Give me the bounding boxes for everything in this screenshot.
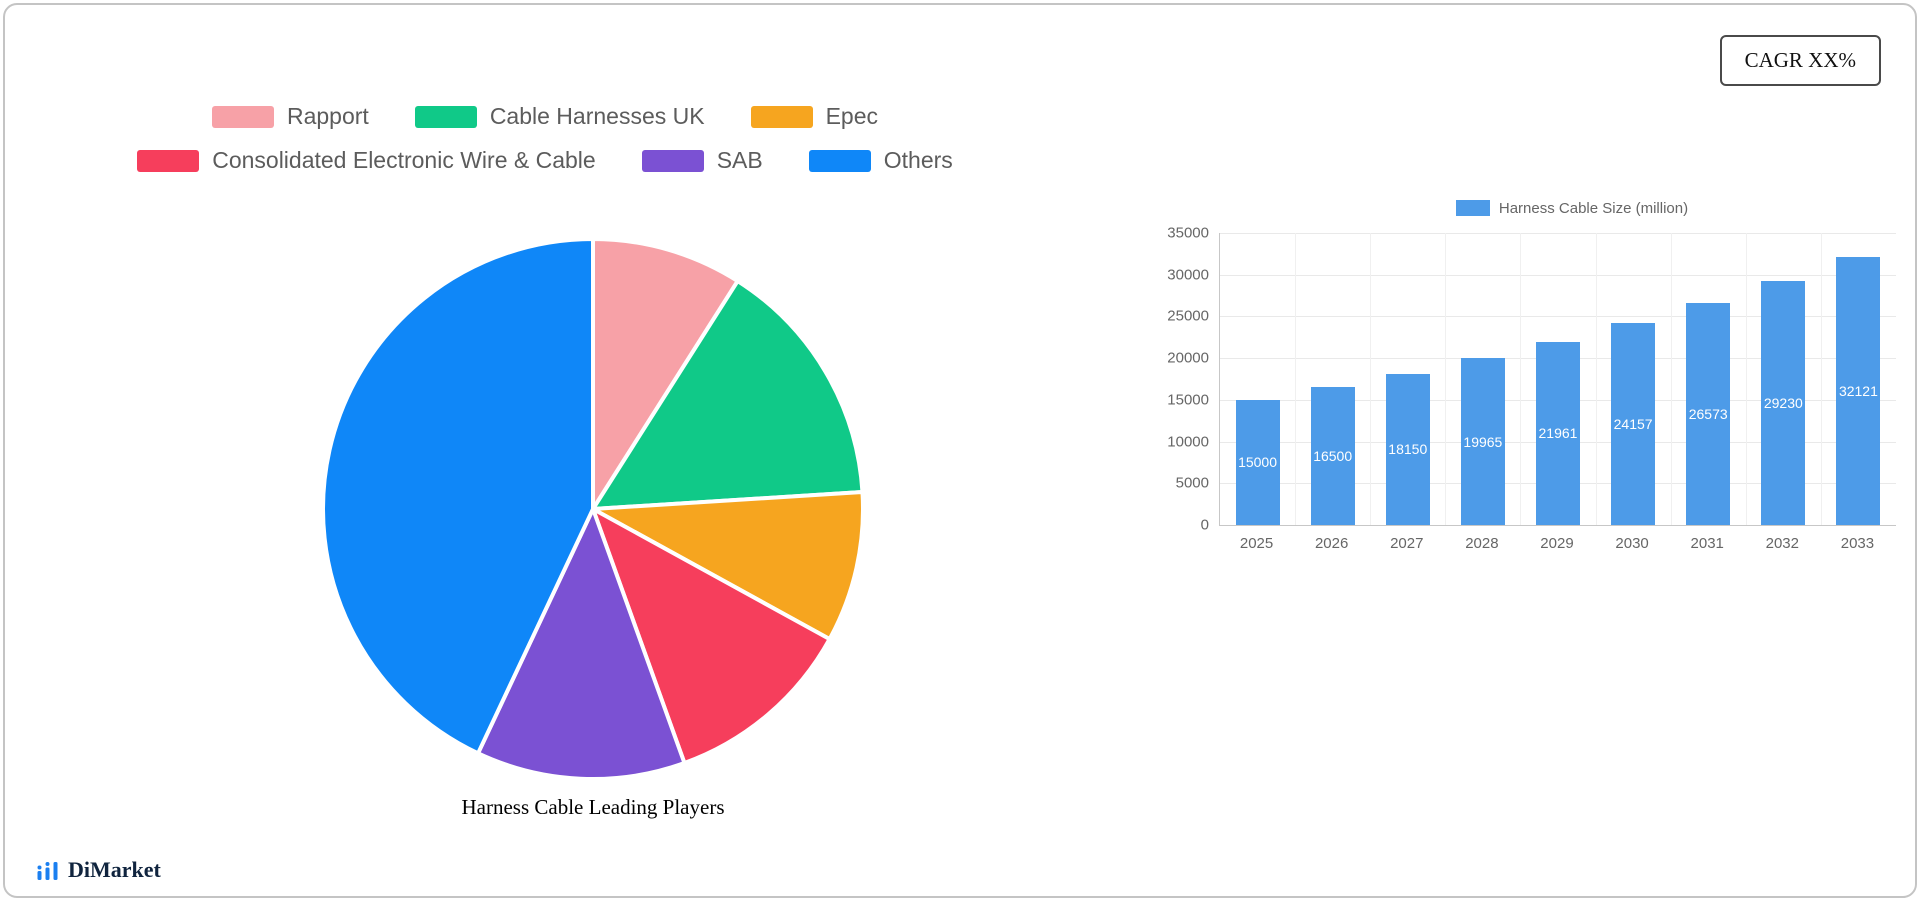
bar-2029: 21961 (1535, 341, 1580, 525)
pie-slice-sab (476, 507, 687, 781)
x-tick-label-2033: 2033 (1840, 535, 1875, 552)
x-tick-label-2032: 2032 (1765, 535, 1799, 552)
y-tick-label-5000: 5000 (1175, 474, 1209, 492)
bar-column-2030: 24157 (1596, 323, 1671, 525)
legend-item-cable-harnesses-uk: Cable Harnesses UK (414, 103, 705, 130)
bar-column-2028: 19965 (1445, 358, 1520, 525)
legend-item-sab: SAB (641, 147, 763, 174)
y-tick-label-20000: 20000 (1167, 349, 1209, 367)
gridline-vertical (1520, 233, 1522, 525)
pie-chart-title: Harness Cable Leading Players (461, 795, 725, 819)
gridline-horizontal (1220, 316, 1896, 318)
legend-swatch-consolidated (137, 149, 200, 172)
bar-legend-label: Harness Cable Size (million) (1498, 199, 1689, 217)
y-tick-label-10000: 10000 (1167, 433, 1209, 451)
legend-label-others: Others (883, 147, 953, 173)
bar-value-label-2030: 24157 (1613, 416, 1653, 433)
pie-chart (321, 237, 865, 781)
gridline-vertical (1295, 233, 1297, 525)
gridline-vertical (1745, 233, 1747, 525)
report-card: CAGR XX% Rapport Cable Harnesses UK Epec… (3, 3, 1917, 898)
bar-chart-container: Harness Cable Size (million) 0 5000 10000 1… (1155, 197, 1920, 552)
gridline-vertical (1670, 233, 1672, 525)
legend-item-others: Others (808, 147, 953, 174)
bar-series: 15000 16500 18150 19965 21961 24157 26573 29230… (1220, 233, 1896, 525)
dimarket-logo: DiMarket (35, 857, 161, 883)
bar-value-label-2028: 19965 (1463, 433, 1503, 450)
legend-label-sab: SAB (716, 147, 763, 173)
x-tick-label-2030: 2030 (1615, 535, 1649, 552)
pie-legend-row-1: Rapport Cable Harnesses UK Epec (211, 103, 879, 130)
dimarket-logo-icon (37, 862, 58, 880)
bar-column-2027: 18150 (1370, 373, 1445, 525)
pie-slice-epec (591, 490, 865, 642)
x-tick-label-2025: 2025 (1239, 535, 1274, 552)
bar-column-2025: 15000 (1220, 399, 1295, 525)
legend-label-rapport: Rapport (286, 103, 369, 129)
bar-column-2033: 32121 (1821, 257, 1896, 525)
y-tick-label-30000: 30000 (1167, 266, 1209, 284)
gridline-vertical (1370, 233, 1372, 525)
pie-slice-cable-harnesses-uk (591, 279, 865, 511)
x-tick-label-2026: 2026 (1314, 535, 1349, 552)
pie-slice-consolidated-electronic-wire-cable (591, 507, 832, 766)
cagr-badge: CAGR XX% (1719, 35, 1881, 86)
bar-2033: 32121 (1836, 257, 1881, 525)
bar-2028: 19965 (1460, 358, 1505, 525)
x-tick-label-2031: 2031 (1690, 535, 1724, 552)
legend-item-rapport: Rapport (211, 103, 369, 130)
bar-2026: 16500 (1310, 387, 1355, 525)
gridline-horizontal (1220, 274, 1896, 276)
bar-column-2032: 29230 (1746, 281, 1821, 525)
gridline-vertical (1445, 233, 1447, 525)
gridline-vertical (1820, 233, 1822, 525)
pie-legend-row-2: Consolidated Electronic Wire & Cable SAB… (137, 147, 953, 174)
legend-label-epec: Epec (825, 103, 879, 129)
bar-plot: 15000 16500 18150 19965 21961 24157 26573 29230… (1219, 233, 1896, 526)
y-tick-label-0: 0 (1200, 516, 1209, 534)
bar-legend-swatch (1455, 200, 1490, 216)
legend-swatch-others (808, 149, 871, 172)
legend-label-consolidated: Consolidated Electronic Wire & Cable (212, 147, 596, 173)
bar-chart-legend: Harness Cable Size (million) (1219, 197, 1920, 219)
bar-2031: 26573 (1686, 303, 1731, 525)
y-tick-label-35000: 35000 (1167, 224, 1209, 242)
bar-value-label-2027: 18150 (1388, 441, 1428, 458)
legend-swatch-epec (750, 105, 813, 128)
bar-2025: 15000 (1235, 399, 1280, 525)
legend-swatch-rapport (211, 105, 274, 128)
gridline-horizontal (1220, 233, 1896, 234)
x-tick-label-2027: 2027 (1390, 535, 1424, 552)
legend-label-cable-harnesses-uk: Cable Harnesses UK (489, 103, 705, 129)
dimarket-logo-text: DiMarket (68, 857, 161, 882)
legend-swatch-sab (641, 149, 704, 172)
pie-slice-others (321, 237, 595, 756)
bar-column-2029: 21961 (1520, 341, 1595, 525)
bar-value-label-2026: 16500 (1313, 448, 1353, 465)
bar-2032: 29230 (1761, 281, 1806, 525)
pie-chart-container (313, 229, 873, 789)
bar-value-label-2029: 21961 (1538, 425, 1578, 442)
gridline-vertical (1595, 233, 1597, 525)
bar-chart-x-axis: 2025 2026 2027 2028 2029 2030 2031 2032 2033 (1219, 526, 1895, 552)
pie-legend: Rapport Cable Harnesses UK Epec Consolid… (5, 103, 1085, 174)
bar-2030: 24157 (1611, 323, 1656, 525)
bar-value-label-2025: 15000 (1238, 454, 1278, 471)
x-tick-label-2028: 2028 (1465, 535, 1499, 552)
y-tick-label-25000: 25000 (1167, 307, 1209, 325)
bar-value-label-2032: 29230 (1763, 395, 1803, 412)
legend-swatch-cable-harnesses-uk (414, 105, 477, 128)
bar-value-label-2031: 26573 (1688, 406, 1728, 423)
bar-value-label-2033: 32121 (1838, 383, 1878, 400)
bar-column-2031: 26573 (1671, 303, 1746, 525)
bar-chart-y-axis: 0 5000 10000 15000 20000 25000 30000 35000 (1155, 225, 1219, 534)
legend-item-epec: Epec (750, 103, 879, 130)
bar-chart-plot-area: 0 5000 10000 15000 20000 25000 30000 35000 1500… (1155, 225, 1920, 534)
bar-2027: 18150 (1385, 373, 1430, 525)
pie-slice-rapport (591, 237, 740, 511)
legend-item-consolidated: Consolidated Electronic Wire & Cable (137, 147, 596, 174)
y-tick-label-15000: 15000 (1167, 391, 1209, 409)
bar-column-2026: 16500 (1295, 387, 1370, 525)
x-tick-label-2029: 2029 (1540, 535, 1574, 552)
